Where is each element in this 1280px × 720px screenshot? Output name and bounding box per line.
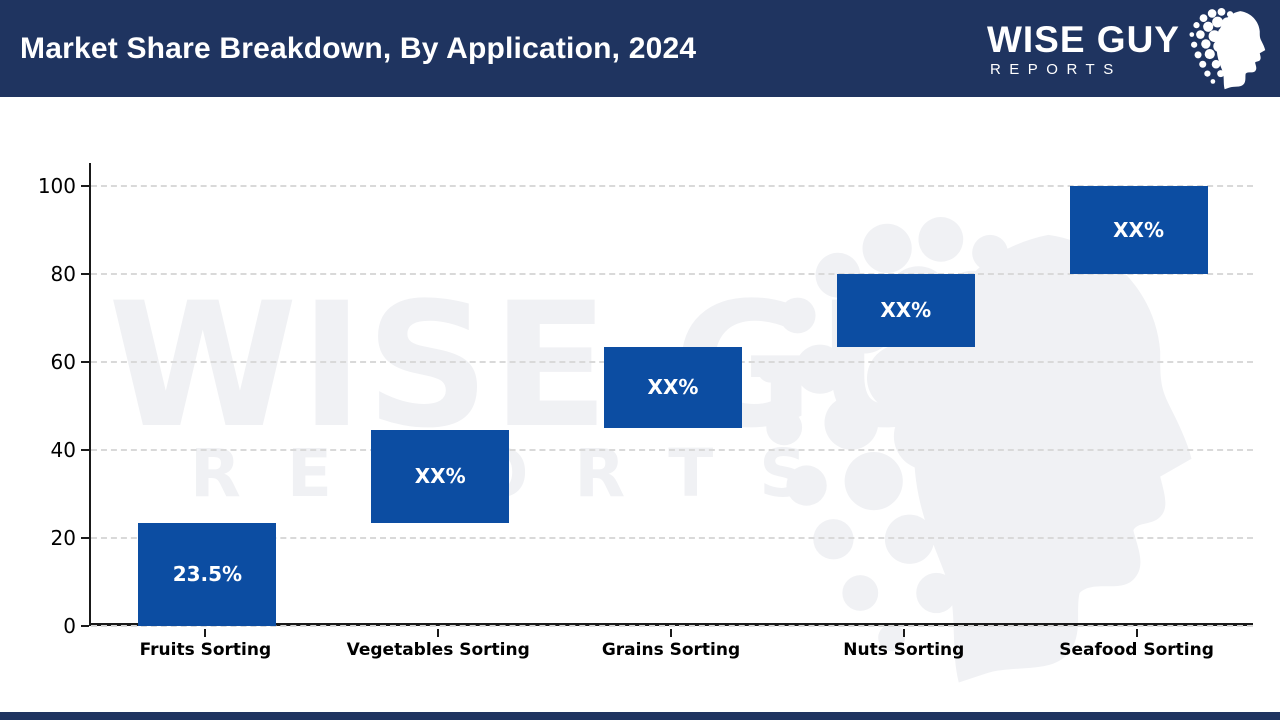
x-tick-mark-0 — [204, 629, 207, 637]
y-tick-mark-80 — [81, 272, 89, 275]
plot-area: 23.5% XX% XX% XX% XX% — [89, 163, 1253, 627]
brand-subtitle-text: REPORTS — [989, 60, 1122, 78]
bar-fruits-sorting: 23.5% — [138, 522, 277, 626]
x-tick-mark-2 — [670, 629, 672, 637]
y-tick-mark-60 — [81, 360, 89, 363]
bar-seafood-sorting: XX% — [1069, 185, 1208, 274]
y-tick-mark-20 — [81, 536, 89, 539]
brand-name-text: WISE GUY — [986, 18, 1180, 60]
y-tick-label-100: 100 — [37, 173, 76, 198]
x-category-label-3: Nuts Sorting — [843, 640, 965, 660]
bar-grains-sorting: XX% — [604, 346, 742, 428]
y-tick-label-80: 80 — [50, 261, 76, 286]
y-tick-label-40: 40 — [50, 437, 76, 462]
y-tick-label-0: 0 — [63, 614, 76, 638]
bar-value-label: XX% — [414, 464, 466, 489]
brand-wordmark: WISE GUY REPORTS — [987, 21, 1180, 77]
gridline-100 — [91, 184, 1253, 187]
y-tick-label-20: 20 — [50, 525, 76, 550]
x-category-label-2: Grains Sorting — [601, 640, 741, 660]
bar-value-label: XX% — [647, 375, 699, 400]
bar-vegetables-sorting: XX% — [371, 430, 510, 523]
x-tick-mark-3 — [902, 629, 905, 637]
gridline-0 — [91, 625, 1253, 627]
x-category-label-4: Seafood Sorting — [1059, 640, 1214, 660]
y-tick-mark-100 — [81, 184, 89, 187]
y-tick-mark-40 — [81, 448, 89, 451]
gridline-40 — [91, 448, 1253, 451]
y-tick-mark-0 — [81, 625, 89, 627]
footer-bar — [0, 712, 1280, 720]
x-category-label-1: Vegetables Sorting — [346, 640, 530, 660]
x-tick-mark-1 — [437, 629, 440, 637]
y-tick-label-60: 60 — [50, 349, 76, 374]
gridline-20 — [91, 536, 1253, 539]
header: Market Share Breakdown, By Application, … — [0, 0, 1280, 97]
chart-canvas: WISE GUY REPORTS 0 20 40 60 80 100 23.5% XX% XX… — [0, 97, 1280, 712]
brand-face-icon — [1189, 7, 1266, 89]
gridline-80 — [91, 272, 1253, 275]
page-title: Market Share Breakdown, By Application, … — [20, 31, 697, 65]
x-tick-mark-4 — [1135, 629, 1138, 637]
bar-value-label: 23.5% — [172, 562, 243, 587]
brand-logo: WISE GUY REPORTS — [987, 7, 1266, 91]
bar-nuts-sorting: XX% — [836, 273, 975, 347]
bar-value-label: XX% — [880, 298, 932, 323]
x-category-label-0: Fruits Sorting — [139, 640, 272, 660]
bar-value-label: XX% — [1113, 217, 1165, 242]
